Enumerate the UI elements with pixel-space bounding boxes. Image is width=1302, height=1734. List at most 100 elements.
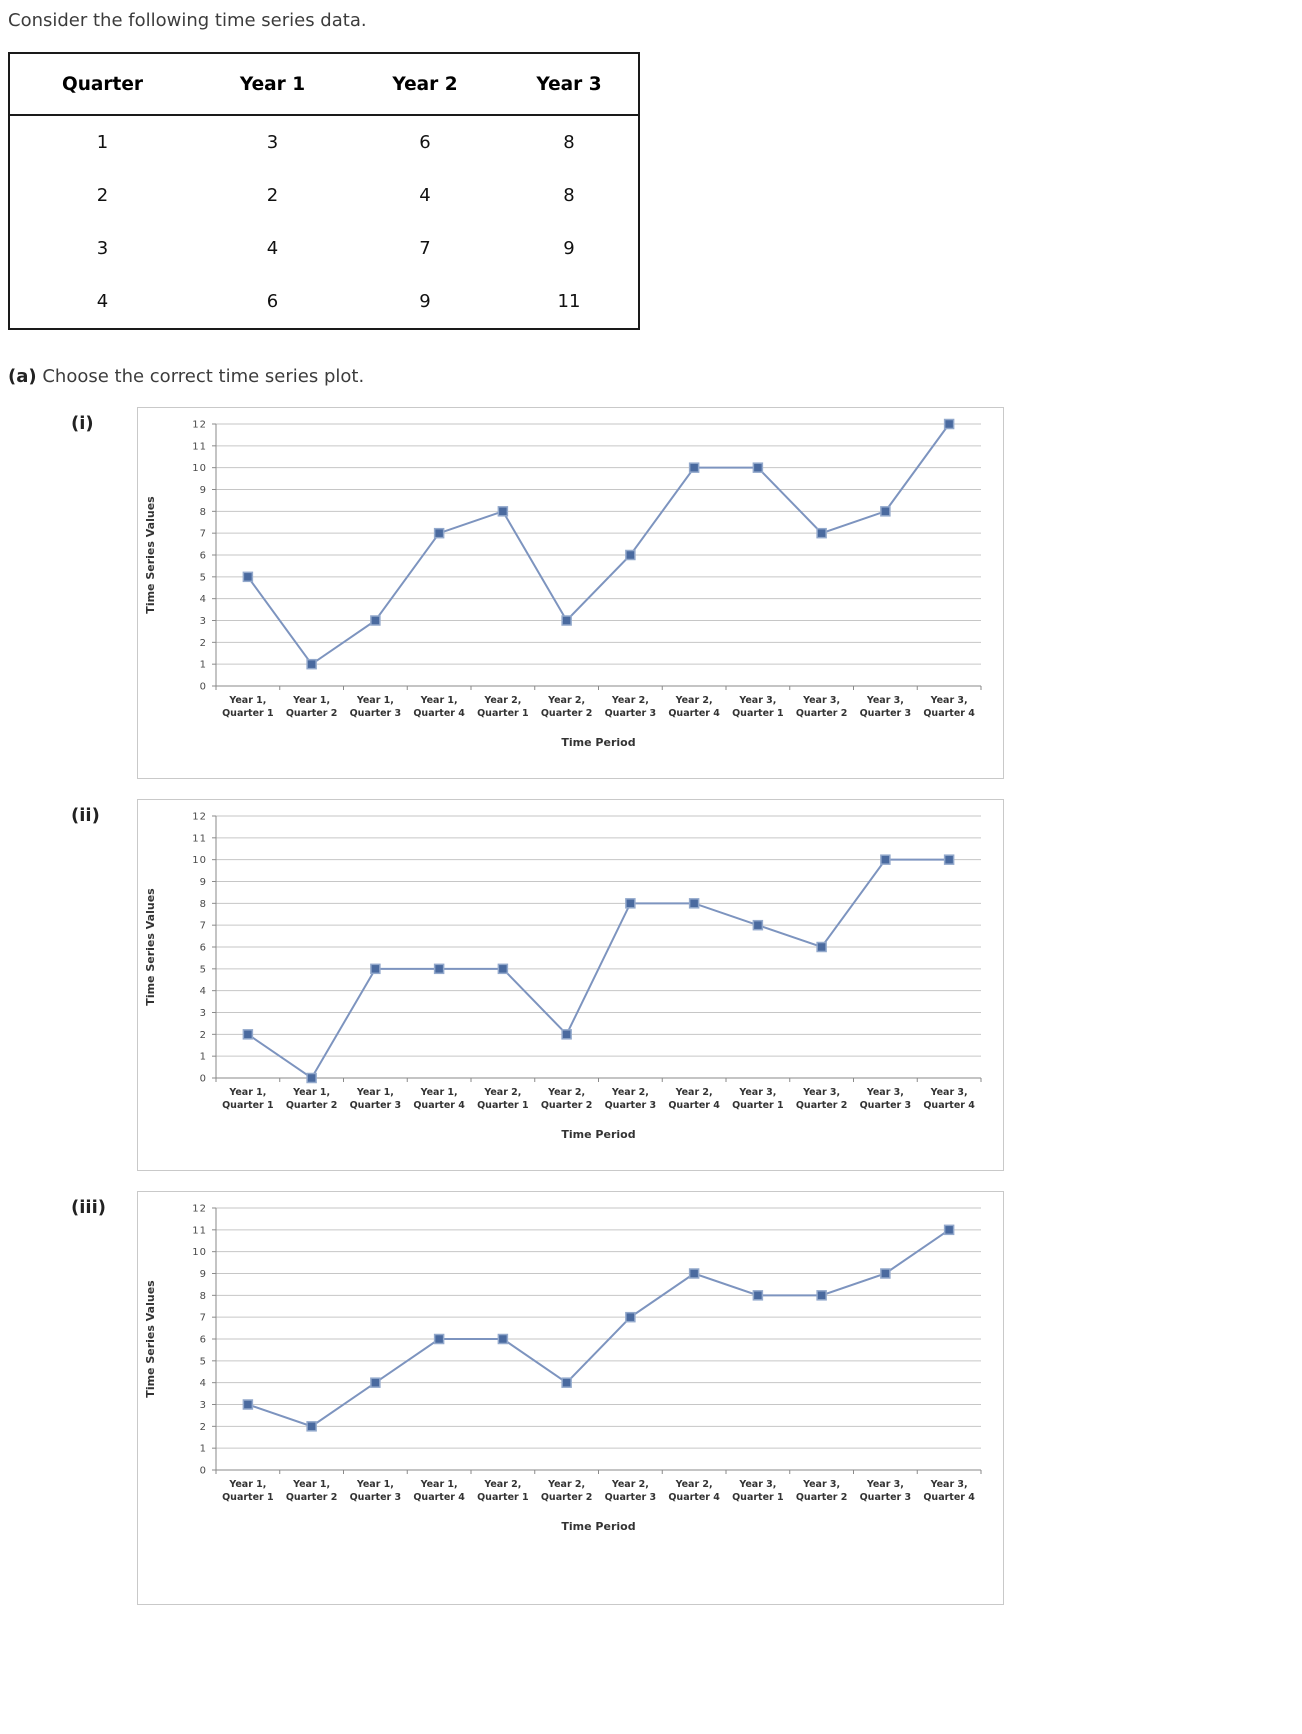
svg-text:Year 1,: Year 1, bbox=[420, 1087, 458, 1098]
svg-text:9: 9 bbox=[200, 485, 207, 496]
table-cell: 11 bbox=[557, 291, 581, 312]
svg-text:7: 7 bbox=[200, 529, 207, 540]
plot-option-ii: (ii) 0 1 2 3 4 5 6 7 8 9 10 11 12 Year 1, Quarter 1 Yea… bbox=[71, 799, 1302, 1171]
plot-option-iii: (iii) 0 1 2 3 4 5 6 7 8 9 10 11 12 Year 1, Quarter 1 Ye… bbox=[71, 1191, 1302, 1605]
time-series-table: Quarter Year 1 Year 2 Year 3 1 3 6 8 2 2… bbox=[8, 52, 640, 330]
svg-text:1: 1 bbox=[200, 1444, 207, 1455]
svg-text:Year 3,: Year 3, bbox=[802, 695, 840, 706]
table-cell: 2 bbox=[96, 185, 109, 206]
svg-text:Quarter 4: Quarter 4 bbox=[668, 1492, 720, 1503]
svg-text:Quarter 4: Quarter 4 bbox=[923, 1492, 975, 1503]
svg-text:Time Series Values: Time Series Values bbox=[144, 1280, 157, 1398]
svg-text:Quarter 2: Quarter 2 bbox=[796, 1100, 848, 1111]
svg-text:Quarter 2: Quarter 2 bbox=[286, 708, 338, 719]
table-cell: 7 bbox=[419, 238, 431, 259]
table-cell: 4 bbox=[419, 185, 431, 206]
svg-text:Quarter 2: Quarter 2 bbox=[286, 1492, 338, 1503]
svg-text:11: 11 bbox=[192, 833, 207, 844]
svg-text:5: 5 bbox=[200, 572, 207, 583]
chart-ii-container: 0 1 2 3 4 5 6 7 8 9 10 11 12 Year 1, Quarter 1 Year 1, Q… bbox=[137, 799, 1004, 1171]
svg-text:Year 3,: Year 3, bbox=[866, 695, 904, 706]
svg-text:Quarter 1: Quarter 1 bbox=[222, 1100, 274, 1111]
svg-text:Year 3,: Year 3, bbox=[802, 1479, 840, 1490]
svg-text:Year 3,: Year 3, bbox=[738, 1479, 776, 1490]
chart-i-container: 0 1 2 3 4 5 6 7 8 9 10 11 12 Year 1, Quarter 1 Year 1, Q… bbox=[137, 407, 1004, 779]
table-cell: 9 bbox=[419, 291, 431, 312]
svg-text:Year 1,: Year 1, bbox=[292, 1479, 330, 1490]
svg-text:Time Period: Time Period bbox=[561, 736, 635, 749]
table-cell: 9 bbox=[563, 238, 575, 259]
table-cell: 6 bbox=[419, 132, 431, 153]
svg-text:Quarter 1: Quarter 1 bbox=[222, 708, 274, 719]
svg-text:Quarter 4: Quarter 4 bbox=[923, 1100, 975, 1111]
table-cell: 3 bbox=[96, 238, 109, 259]
table-header-quarter: Quarter bbox=[61, 73, 144, 95]
svg-text:Year 2,: Year 2, bbox=[675, 1479, 713, 1490]
svg-text:Year 3,: Year 3, bbox=[866, 1479, 904, 1490]
option-label-ii: (ii) bbox=[71, 805, 100, 826]
svg-text:Year 1,: Year 1, bbox=[292, 695, 330, 706]
svg-text:Year 3,: Year 3, bbox=[738, 695, 776, 706]
svg-text:1: 1 bbox=[200, 660, 207, 671]
svg-text:Year 1,: Year 1, bbox=[228, 1087, 266, 1098]
svg-text:Year 2,: Year 2, bbox=[611, 1087, 649, 1098]
svg-text:2: 2 bbox=[200, 1030, 207, 1041]
svg-text:1: 1 bbox=[200, 1052, 207, 1063]
svg-text:Quarter 3: Quarter 3 bbox=[860, 1100, 912, 1111]
svg-text:Quarter 2: Quarter 2 bbox=[541, 1100, 593, 1111]
question-page: Consider the following time series data.… bbox=[8, 10, 1302, 1605]
question-intro-text: Consider the following time series data. bbox=[8, 10, 367, 31]
time-series-plot-i: 0 1 2 3 4 5 6 7 8 9 10 11 12 Year 1, Quarter 1 Year 1, Q… bbox=[138, 408, 1003, 778]
svg-text:Quarter 1: Quarter 1 bbox=[732, 708, 784, 719]
svg-text:Year 3,: Year 3, bbox=[738, 1087, 776, 1098]
svg-text:Quarter 3: Quarter 3 bbox=[860, 1492, 912, 1503]
svg-text:10: 10 bbox=[192, 855, 207, 866]
svg-text:5: 5 bbox=[200, 1356, 207, 1367]
svg-text:6: 6 bbox=[200, 1335, 207, 1346]
svg-text:Time Period: Time Period bbox=[561, 1520, 635, 1533]
svg-text:8: 8 bbox=[200, 507, 207, 518]
svg-text:6: 6 bbox=[200, 551, 207, 562]
svg-text:Year 2,: Year 2, bbox=[547, 695, 585, 706]
svg-text:Year 3,: Year 3, bbox=[930, 1479, 968, 1490]
table-row: 2 2 4 8 bbox=[10, 169, 638, 222]
option-label-iii: (iii) bbox=[71, 1197, 106, 1218]
svg-text:Quarter 2: Quarter 2 bbox=[796, 708, 848, 719]
svg-text:Year 2,: Year 2, bbox=[675, 1087, 713, 1098]
svg-text:Quarter 4: Quarter 4 bbox=[923, 708, 975, 719]
table-cell: 8 bbox=[563, 132, 575, 153]
svg-text:Quarter 3: Quarter 3 bbox=[350, 1100, 402, 1111]
svg-text:Year 2,: Year 2, bbox=[483, 1479, 521, 1490]
table-cell: 4 bbox=[96, 291, 109, 312]
svg-text:12: 12 bbox=[192, 812, 207, 823]
svg-text:3: 3 bbox=[200, 1400, 207, 1411]
svg-text:2: 2 bbox=[200, 638, 207, 649]
time-series-plot-ii: 0 1 2 3 4 5 6 7 8 9 10 11 12 Year 1, Quarter 1 Year 1, Q… bbox=[138, 800, 1003, 1170]
svg-text:Year 1,: Year 1, bbox=[228, 1479, 266, 1490]
svg-text:0: 0 bbox=[200, 1466, 207, 1477]
svg-text:0: 0 bbox=[200, 1074, 207, 1085]
svg-text:4: 4 bbox=[200, 1378, 207, 1389]
svg-text:3: 3 bbox=[200, 1008, 207, 1019]
svg-text:4: 4 bbox=[200, 986, 207, 997]
svg-text:Quarter 1: Quarter 1 bbox=[477, 1492, 529, 1503]
table-row: 4 6 9 11 bbox=[10, 275, 638, 328]
svg-text:Year 3,: Year 3, bbox=[930, 695, 968, 706]
svg-text:Quarter 2: Quarter 2 bbox=[541, 1492, 593, 1503]
table-cell: 2 bbox=[266, 185, 279, 206]
svg-text:0: 0 bbox=[200, 682, 207, 693]
svg-text:12: 12 bbox=[192, 1204, 207, 1215]
svg-text:Quarter 3: Quarter 3 bbox=[350, 708, 402, 719]
svg-text:10: 10 bbox=[192, 1247, 207, 1258]
table-header-year3: Year 3 bbox=[536, 73, 602, 95]
svg-text:6: 6 bbox=[200, 943, 207, 954]
svg-text:Quarter 1: Quarter 1 bbox=[477, 1100, 529, 1111]
svg-text:8: 8 bbox=[200, 899, 207, 910]
svg-text:Quarter 3: Quarter 3 bbox=[605, 708, 657, 719]
svg-text:Year 3,: Year 3, bbox=[866, 1087, 904, 1098]
svg-text:Quarter 3: Quarter 3 bbox=[860, 708, 912, 719]
table-row: 3 4 7 9 bbox=[10, 222, 638, 275]
svg-text:Quarter 4: Quarter 4 bbox=[413, 1492, 465, 1503]
time-series-plot-iii: 0 1 2 3 4 5 6 7 8 9 10 11 12 Year 1, Quarter 1 Year 1, Q… bbox=[138, 1192, 1003, 1562]
svg-text:Year 2,: Year 2, bbox=[483, 695, 521, 706]
